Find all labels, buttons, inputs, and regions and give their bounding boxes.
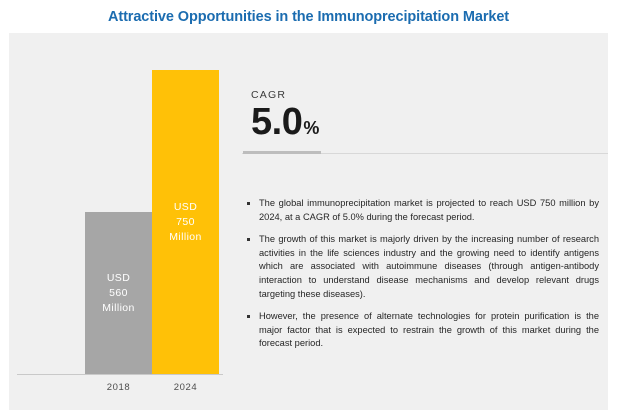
list-item: The global immunoprecipitation market is… bbox=[245, 197, 599, 224]
cagr-unit: % bbox=[303, 118, 320, 138]
bullet-text: The growth of this market is majorly dri… bbox=[259, 234, 599, 299]
bullet-dot-icon bbox=[247, 202, 250, 205]
bar-2024-label-line2: 750 bbox=[176, 215, 195, 228]
cagr-value-row: 5.0 % bbox=[251, 103, 319, 141]
bar-2024: USD 750 Million bbox=[152, 70, 219, 374]
list-item: The growth of this market is majorly dri… bbox=[245, 233, 599, 301]
bar-2024-label-line1: USD bbox=[173, 200, 198, 213]
bar-chart: USD 560 Million USD 750 Million 2018 20 bbox=[9, 33, 231, 410]
x-tick-2018: 2018 bbox=[106, 382, 131, 393]
bar-2018-label-line2: 560 bbox=[109, 286, 128, 299]
section-divider-accent bbox=[243, 151, 321, 154]
x-axis-line bbox=[17, 374, 223, 375]
bar-2024-label-line3: Million bbox=[169, 230, 202, 243]
bar-2018-label-line1: USD bbox=[106, 271, 131, 284]
chart-plot-area: USD 560 Million USD 750 Million bbox=[9, 33, 231, 374]
x-axis-tick-labels: 2018 2024 bbox=[9, 382, 231, 402]
details-column: CAGR 5.0 % The global immunoprecipitatio… bbox=[231, 33, 608, 410]
bullet-dot-icon bbox=[247, 315, 250, 318]
bullet-dot-icon bbox=[247, 238, 250, 241]
cagr-block: CAGR 5.0 % bbox=[251, 89, 319, 141]
section-divider bbox=[242, 153, 608, 154]
bullet-list: The global immunoprecipitation market is… bbox=[245, 197, 599, 351]
bar-2018-label-line3: Million bbox=[102, 301, 135, 314]
bar-2018-label: USD 560 Million bbox=[102, 271, 135, 316]
cagr-value: 5.0 bbox=[251, 101, 303, 143]
cagr-label: CAGR bbox=[251, 89, 287, 101]
x-tick-2024: 2024 bbox=[173, 382, 198, 393]
bar-2024-label: USD 750 Million bbox=[169, 200, 202, 245]
title-band: Attractive Opportunities in the Immunopr… bbox=[0, 0, 617, 33]
bullet-text: However, the presence of alternate techn… bbox=[259, 311, 599, 349]
content-panel: USD 560 Million USD 750 Million 2018 20 bbox=[9, 33, 608, 410]
bar-2018: USD 560 Million bbox=[85, 212, 152, 374]
page-title: Attractive Opportunities in the Immunopr… bbox=[107, 8, 510, 25]
bullet-text: The global immunoprecipitation market is… bbox=[259, 198, 599, 222]
list-item: However, the presence of alternate techn… bbox=[245, 310, 599, 351]
